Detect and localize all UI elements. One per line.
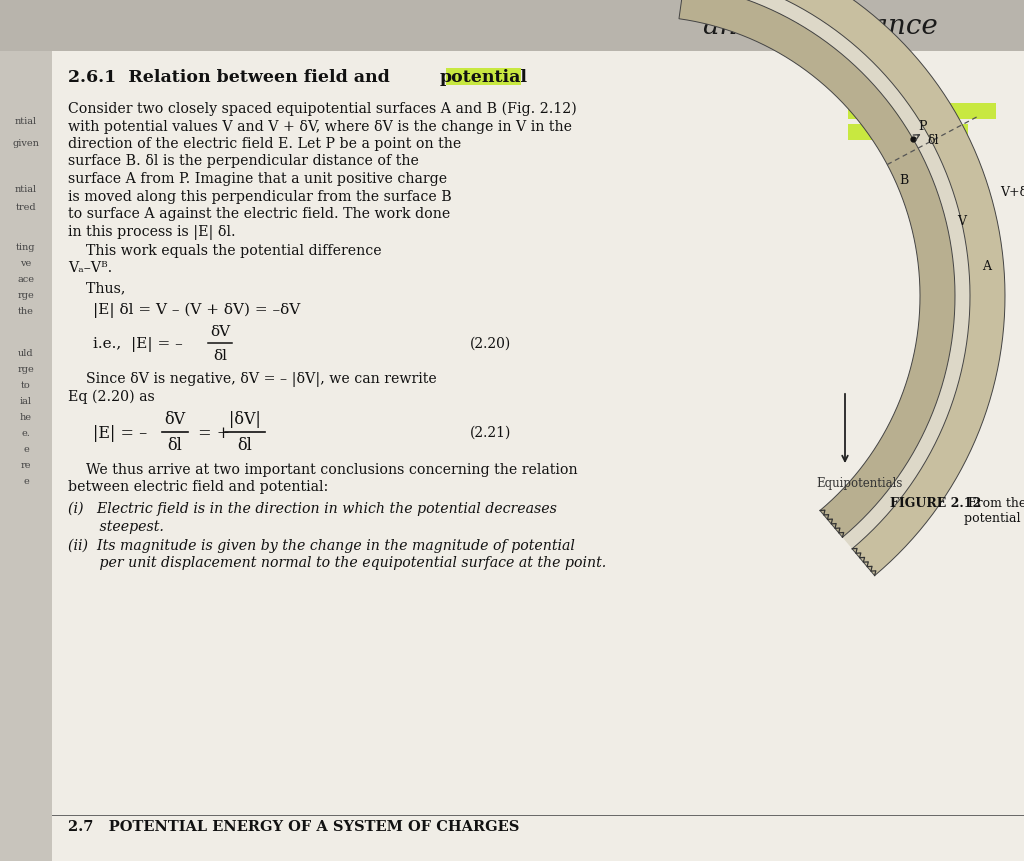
Bar bbox=[848, 125, 968, 141]
Text: ting: ting bbox=[16, 242, 36, 251]
Text: e.: e. bbox=[22, 429, 31, 438]
Text: he: he bbox=[20, 413, 32, 422]
Bar bbox=[848, 104, 996, 120]
Bar bbox=[446, 68, 521, 85]
Text: Since δV is negative, δV = – |δV|, we can rewrite: Since δV is negative, δV = – |δV|, we ca… bbox=[68, 372, 437, 387]
PathPatch shape bbox=[679, 0, 955, 537]
Text: with potential values V and V + δV, where δV is the change in V in the: with potential values V and V + δV, wher… bbox=[68, 120, 572, 133]
Text: V: V bbox=[957, 214, 966, 227]
Text: to surface A against the electric field. The work done: to surface A against the electric field.… bbox=[68, 207, 451, 220]
Text: rge: rge bbox=[17, 291, 35, 300]
Text: δl: δl bbox=[928, 134, 939, 147]
Text: uld: uld bbox=[18, 349, 34, 358]
Text: steepest.: steepest. bbox=[68, 519, 164, 533]
Text: Thus,: Thus, bbox=[68, 281, 125, 294]
Text: between electric field and potential:: between electric field and potential: bbox=[68, 480, 329, 494]
Text: rge: rge bbox=[17, 365, 35, 374]
Text: This work equals the potential difference: This work equals the potential differenc… bbox=[68, 244, 382, 257]
Text: ial: ial bbox=[20, 397, 32, 406]
Text: We thus arrive at two important conclusions concerning the relation: We thus arrive at two important conclusi… bbox=[68, 462, 578, 476]
Text: δl: δl bbox=[168, 437, 182, 454]
Text: = +: = + bbox=[193, 424, 230, 441]
Text: (2.20): (2.20) bbox=[470, 337, 511, 350]
Text: B: B bbox=[899, 174, 908, 187]
Text: (i)   Electric field is in the direction in which the potential decreases: (i) Electric field is in the direction i… bbox=[68, 501, 557, 516]
Text: direction of the electric field E. Let P be a point on the: direction of the electric field E. Let P… bbox=[68, 137, 461, 151]
Text: lntial given: lntial given bbox=[898, 108, 946, 116]
Text: 2.7   POTENTIAL ENERGY OF A SYSTEM OF CHARGES: 2.7 POTENTIAL ENERGY OF A SYSTEM OF CHAR… bbox=[68, 819, 519, 833]
Text: δV: δV bbox=[210, 325, 230, 338]
Text: From the
potential to the field.: From the potential to the field. bbox=[964, 497, 1024, 524]
Text: ntial tred: ntial tred bbox=[889, 129, 928, 137]
Text: tred: tred bbox=[15, 202, 36, 211]
Text: is moved along this perpendicular from the surface B: is moved along this perpendicular from t… bbox=[68, 189, 452, 203]
Text: to: to bbox=[22, 381, 31, 390]
PathPatch shape bbox=[684, 0, 970, 549]
Text: e: e bbox=[24, 445, 29, 454]
Text: given: given bbox=[12, 139, 40, 148]
Text: V+δV: V+δV bbox=[1000, 186, 1024, 199]
Text: δl: δl bbox=[213, 349, 227, 362]
Text: δl: δl bbox=[238, 437, 253, 454]
Text: ntial: ntial bbox=[15, 185, 37, 195]
Text: ve: ve bbox=[20, 259, 32, 268]
Text: δV: δV bbox=[165, 411, 185, 428]
Text: (2.21): (2.21) bbox=[470, 425, 511, 439]
Text: |E| = –: |E| = – bbox=[93, 424, 147, 441]
Text: A: A bbox=[982, 260, 990, 273]
Text: potential: potential bbox=[439, 68, 527, 85]
Text: Eq (2.20) as: Eq (2.20) as bbox=[68, 389, 155, 404]
Text: FIGURE 2.12: FIGURE 2.12 bbox=[890, 497, 981, 510]
Text: the: the bbox=[18, 307, 34, 316]
Text: i.e.,  |E| = –: i.e., |E| = – bbox=[93, 336, 182, 351]
Text: re: re bbox=[20, 461, 32, 470]
Text: surface A from P. Imagine that a unit positive charge: surface A from P. Imagine that a unit po… bbox=[68, 172, 447, 186]
Text: Consider two closely spaced equipotential surfaces A and B (Fig. 2.12): Consider two closely spaced equipotentia… bbox=[68, 102, 577, 116]
Text: Equipotentials: Equipotentials bbox=[817, 476, 903, 489]
Text: e: e bbox=[24, 477, 29, 486]
Bar bbox=[0, 0, 1024, 52]
Text: |δV|: |δV| bbox=[229, 411, 261, 428]
Bar bbox=[0, 52, 52, 861]
Text: ace: ace bbox=[17, 276, 35, 284]
Text: and Capacitance: and Capacitance bbox=[702, 13, 937, 40]
Text: Vₐ–Vᴮ.: Vₐ–Vᴮ. bbox=[68, 261, 113, 276]
Text: (ii)  Its magnitude is given by the change in the magnitude of potential: (ii) Its magnitude is given by the chang… bbox=[68, 538, 574, 553]
Text: per unit displacement normal to the equipotential surface at the point.: per unit displacement normal to the equi… bbox=[68, 556, 606, 570]
Text: ntial: ntial bbox=[15, 117, 37, 127]
Text: P: P bbox=[918, 120, 927, 133]
Text: 2.6.1  Relation between field and: 2.6.1 Relation between field and bbox=[68, 68, 395, 85]
PathPatch shape bbox=[686, 0, 1005, 576]
Text: in this process is |E| δl.: in this process is |E| δl. bbox=[68, 224, 236, 239]
Text: |E| δl = V – (V + δV) = –δV: |E| δl = V – (V + δV) = –δV bbox=[93, 302, 300, 318]
Text: surface B. δl is the perpendicular distance of the: surface B. δl is the perpendicular dista… bbox=[68, 154, 419, 168]
